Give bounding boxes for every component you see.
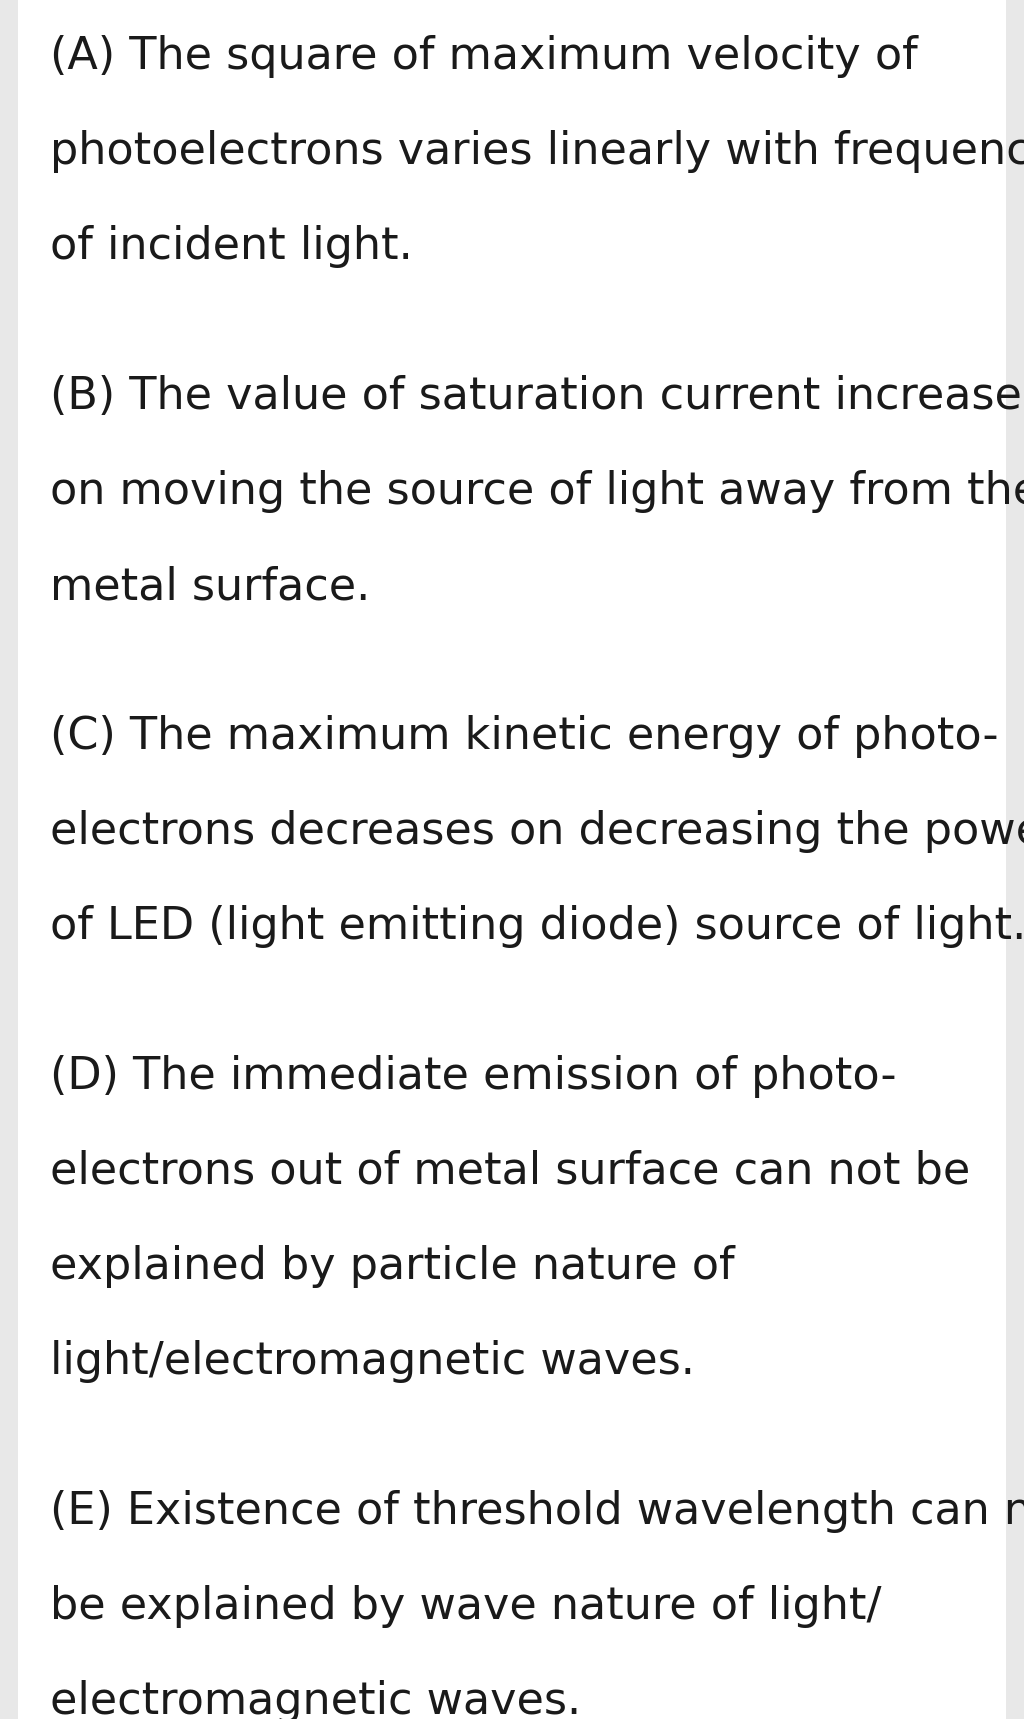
Text: be explained by wave nature of light/: be explained by wave nature of light/ <box>50 1585 882 1628</box>
Text: photoelectrons varies linearly with frequency: photoelectrons varies linearly with freq… <box>50 131 1024 174</box>
Text: of LED (light emitting diode) source of light.: of LED (light emitting diode) source of … <box>50 904 1024 947</box>
Text: on moving the source of light away from the: on moving the source of light away from … <box>50 469 1024 512</box>
Text: electromagnetic waves.: electromagnetic waves. <box>50 1679 582 1719</box>
Text: (D) The immediate emission of photo-: (D) The immediate emission of photo- <box>50 1055 896 1098</box>
Text: metal surface.: metal surface. <box>50 566 371 609</box>
Text: of incident light.: of incident light. <box>50 225 413 268</box>
Text: explained by particle nature of: explained by particle nature of <box>50 1245 734 1288</box>
Text: (A) The square of maximum velocity of: (A) The square of maximum velocity of <box>50 34 918 77</box>
Text: light/electromagnetic waves.: light/electromagnetic waves. <box>50 1341 695 1384</box>
Text: (B) The value of saturation current increases: (B) The value of saturation current incr… <box>50 375 1024 418</box>
Text: (E) Existence of threshold wavelength can not: (E) Existence of threshold wavelength ca… <box>50 1490 1024 1533</box>
Text: (C) The maximum kinetic energy of photo-: (C) The maximum kinetic energy of photo- <box>50 715 998 758</box>
Text: electrons out of metal surface can not be: electrons out of metal surface can not b… <box>50 1150 971 1193</box>
Text: electrons decreases on decreasing the power: electrons decreases on decreasing the po… <box>50 810 1024 853</box>
